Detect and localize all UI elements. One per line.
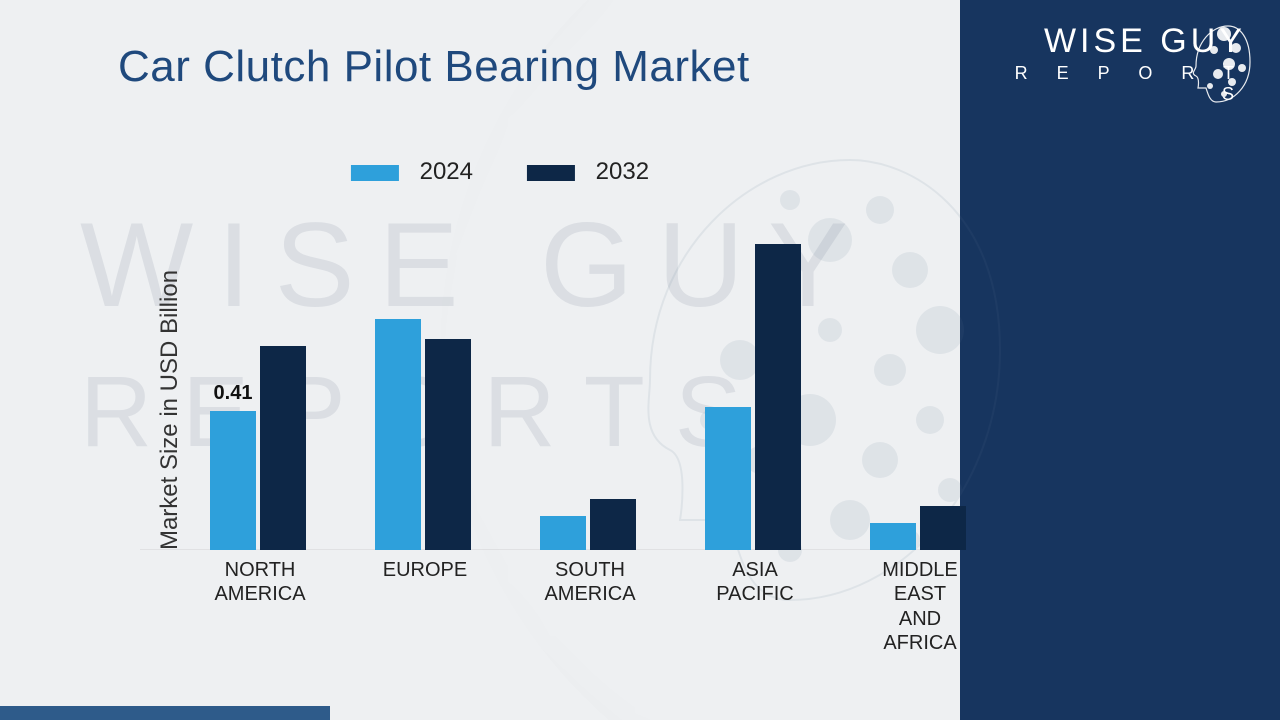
x-tick-label: ASIAPACIFIC: [680, 558, 830, 607]
footer-accent-bar: [0, 706, 330, 720]
right-band: [960, 0, 1280, 720]
legend-swatch-2024: [351, 165, 399, 181]
legend-label-2032: 2032: [596, 158, 649, 185]
legend-item-2032: 2032: [527, 158, 649, 186]
data-label: 0.41: [214, 382, 253, 405]
chart-title: Car Clutch Pilot Bearing Market: [118, 42, 750, 92]
x-tick-label: SOUTHAMERICA: [515, 558, 665, 607]
logo-head-icon: [1174, 16, 1254, 106]
chart: Market Size in USD Billion 2024 2032 0.4…: [50, 150, 950, 670]
legend-swatch-2032: [527, 165, 575, 181]
stage: WISE GUY REPORTS WISE GUY R E P O R T S …: [0, 0, 1280, 720]
bar-2032: [920, 506, 966, 550]
bar-2032: [755, 244, 801, 550]
bar-2024: [540, 516, 586, 550]
bar-2024: [870, 523, 916, 550]
bar-2032: [590, 499, 636, 550]
legend: 2024 2032: [351, 158, 649, 186]
legend-item-2024: 2024: [351, 158, 473, 186]
bar-2024: [210, 411, 256, 550]
bar-2024: [705, 407, 751, 550]
bar-2032: [260, 346, 306, 550]
brand-logo: WISE GUY R E P O R T S: [986, 22, 1246, 105]
x-axis-labels: NORTHAMERICA EUROPE SOUTHAMERICA ASIAPACIFI…: [140, 550, 950, 670]
legend-label-2024: 2024: [420, 158, 473, 185]
bar-2024: [375, 319, 421, 550]
bar-2032: [425, 339, 471, 550]
x-tick-label: NORTHAMERICA: [185, 558, 335, 607]
x-tick-label: MIDDLEEASTANDAFRICA: [845, 558, 995, 656]
x-tick-label: EUROPE: [350, 558, 500, 582]
plot-area: 0.41: [140, 210, 950, 550]
